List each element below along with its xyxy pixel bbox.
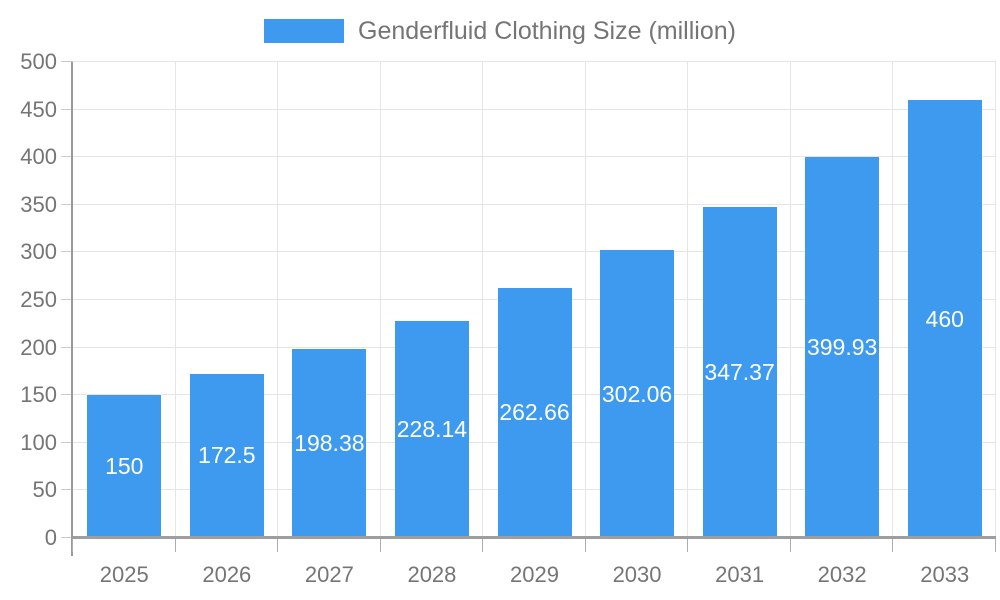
x-axis-tick (482, 539, 484, 552)
y-axis-tick (61, 203, 73, 205)
bar-2032[interactable]: 399.93 (805, 157, 880, 538)
y-axis-tick (61, 346, 73, 348)
y-axis-tick (61, 489, 73, 491)
y-axis-tick-label: 200 (20, 334, 57, 360)
y-axis-tick-label: 50 (32, 477, 57, 503)
y-axis-tick-label: 0 (44, 525, 57, 550)
bar-value-label: 228.14 (396, 415, 468, 442)
grid-line-horizontal (73, 108, 996, 110)
bar-value-label: 150 (105, 453, 144, 480)
grid-line-vertical (892, 62, 894, 538)
y-axis-tick (61, 108, 73, 110)
x-axis-tick (584, 539, 586, 552)
grid-line-vertical (482, 62, 484, 538)
bar-value-label: 302.06 (601, 380, 673, 407)
y-axis-tick (61, 537, 73, 538)
x-axis-tick-label: 2030 (612, 562, 662, 587)
x-axis-tick-label: 2031 (715, 562, 765, 587)
x-axis-tick-label: 2028 (407, 562, 457, 587)
y-axis-tick-label: 150 (20, 382, 57, 408)
x-axis-tick (995, 539, 996, 552)
grid-line-vertical (379, 62, 381, 538)
bar-2030[interactable]: 302.06 (600, 250, 675, 538)
x-axis-tick (892, 539, 894, 552)
y-axis-tick-label: 300 (20, 239, 57, 265)
x-axis-line (73, 536, 996, 539)
grid-line-horizontal (73, 61, 996, 62)
bar-2025[interactable]: 150 (87, 395, 162, 538)
y-axis-tick (61, 251, 73, 253)
x-axis-tick-label: 2032 (817, 562, 867, 587)
bar-value-label: 172.5 (198, 442, 256, 469)
grid-line-vertical (687, 62, 689, 538)
y-axis-tick-label: 400 (20, 144, 57, 170)
bar-2029[interactable]: 262.66 (497, 287, 572, 538)
y-axis-tick-label: 100 (20, 429, 57, 455)
legend-label: Genderfluid Clothing Size (million) (358, 16, 736, 45)
y-axis-tick (61, 61, 73, 62)
bar-value-label: 399.93 (806, 334, 878, 361)
bar-2028[interactable]: 228.14 (394, 320, 469, 538)
y-axis-tick-label: 350 (20, 191, 57, 217)
bar-2026[interactable]: 172.5 (189, 373, 264, 538)
grid-line-vertical (584, 62, 586, 538)
grid-line-horizontal (73, 203, 996, 205)
bar-value-label: 347.37 (704, 359, 775, 386)
legend-swatch (264, 19, 345, 43)
x-axis-tick-label: 2033 (920, 562, 970, 587)
bar-2031[interactable]: 347.37 (702, 207, 777, 538)
grid-line-vertical (995, 62, 996, 538)
grid-line-horizontal (73, 251, 996, 253)
x-axis-tick-label: 2027 (304, 562, 354, 587)
y-axis-tick-label: 500 (20, 49, 57, 74)
x-axis-tick-label: 2026 (202, 562, 252, 587)
grid-line-vertical (789, 62, 791, 538)
grid-line-vertical (277, 62, 279, 538)
x-axis-tick-label: 2029 (510, 562, 559, 587)
x-axis-tick-label: 2025 (99, 562, 149, 587)
x-axis-tick (72, 539, 73, 552)
x-axis-tick (379, 539, 381, 552)
y-axis-tick (61, 394, 73, 396)
x-axis-tick (277, 539, 279, 552)
chart-legend[interactable]: Genderfluid Clothing Size (million) (0, 16, 1000, 46)
y-axis-tick (61, 156, 73, 158)
x-axis-tick (687, 539, 689, 552)
grid-line-vertical (174, 62, 176, 538)
x-axis-tick (789, 539, 791, 552)
y-axis-tick (61, 299, 73, 300)
bar-value-label: 198.38 (294, 430, 365, 457)
bar-value-label: 460 (925, 305, 964, 332)
bar-2033[interactable]: 460 (907, 100, 982, 538)
x-axis-tick (174, 539, 176, 552)
y-axis-tick-label: 250 (20, 287, 57, 312)
y-axis-tick (61, 441, 73, 443)
grid-line-horizontal (73, 156, 996, 158)
y-axis-tick-label: 450 (20, 96, 57, 122)
y-axis-line (71, 62, 73, 556)
plot-area: 0 50 100 150 200 250 300 350 400 450 500 150 172.5 19… (20, 50, 996, 587)
bar-2027[interactable]: 198.38 (292, 349, 367, 538)
bar-value-label: 262.66 (499, 399, 570, 426)
